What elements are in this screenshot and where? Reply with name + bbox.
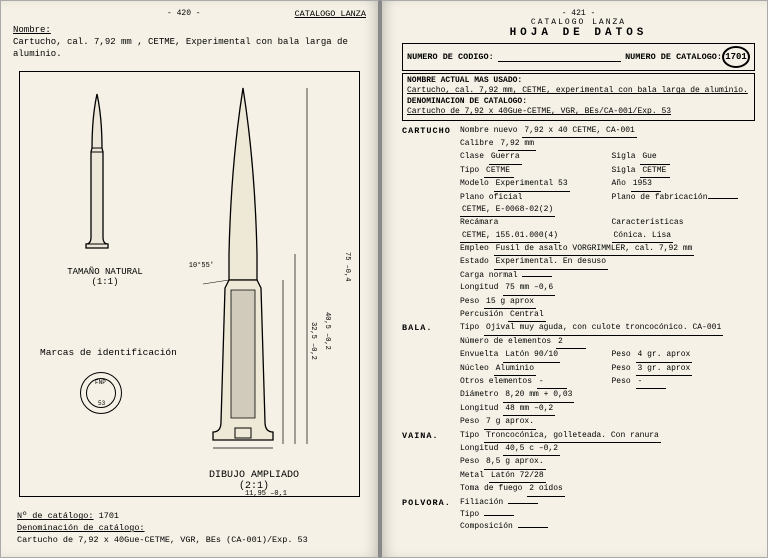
section-cartucho: CARTUCHO: [402, 125, 460, 323]
codigo-line: NUMERO DE CODIGO: NUMERO DE CATALOGO: 17…: [402, 43, 755, 71]
bullet-natural-size-icon: [80, 92, 114, 252]
tamano-natural-label: TAMAÑO NATURAL (1:1): [50, 267, 160, 287]
marcas-label: Marcas de identificación: [40, 347, 200, 358]
right-page: - 421 - CATALOGO LANZA HOJA DE DATOS NUM…: [380, 0, 768, 558]
right-header1: CATALOGO LANZA: [402, 18, 755, 27]
cartridge-description: Cartucho, cal. 7,92 mm , CETME, Experime…: [13, 37, 366, 60]
dibujo-ampliado-label: DIBUJO AMPLIADO (2:1): [189, 470, 319, 492]
data-sheet: CARTUCHO Nombre nuevo 7,92 x 40 CETME, C…: [402, 125, 755, 534]
nombre-label: Nombre:: [13, 25, 51, 35]
catalogo-number-badge: 1701: [722, 46, 750, 68]
page-number-left: - 420 -: [167, 9, 201, 19]
dim-total-h: 75 –0,4: [343, 252, 351, 281]
page-number-right: - 421 -: [402, 9, 755, 18]
headstamp-icon: FNP 53: [80, 372, 122, 414]
dim-neck-h: 32,5 –0,2: [309, 322, 317, 360]
left-page: - 420 - CATALOGO LANZA Nombre: Cartucho,…: [0, 0, 380, 558]
dim-angle: 10°55': [189, 262, 214, 270]
section-vaina: VAINA.: [402, 430, 460, 497]
left-footer: Nº de catálogo: 1701 Denominación de cat…: [17, 511, 362, 547]
section-polvora: POLVORA.: [402, 497, 460, 534]
section-bala: BALA.: [402, 322, 460, 429]
drawing-frame: TAMAÑO NATURAL (1:1) Marcas de identific…: [19, 71, 360, 497]
right-header2: HOJA DE DATOS: [402, 27, 755, 39]
left-header: CATALOGO LANZA: [295, 9, 366, 19]
dim-case-h: 40,5 –0,2: [323, 312, 331, 350]
nombre-actual-box: NOMBRE ACTUAL MAS USADO: Cartucho, cal. …: [402, 73, 755, 121]
